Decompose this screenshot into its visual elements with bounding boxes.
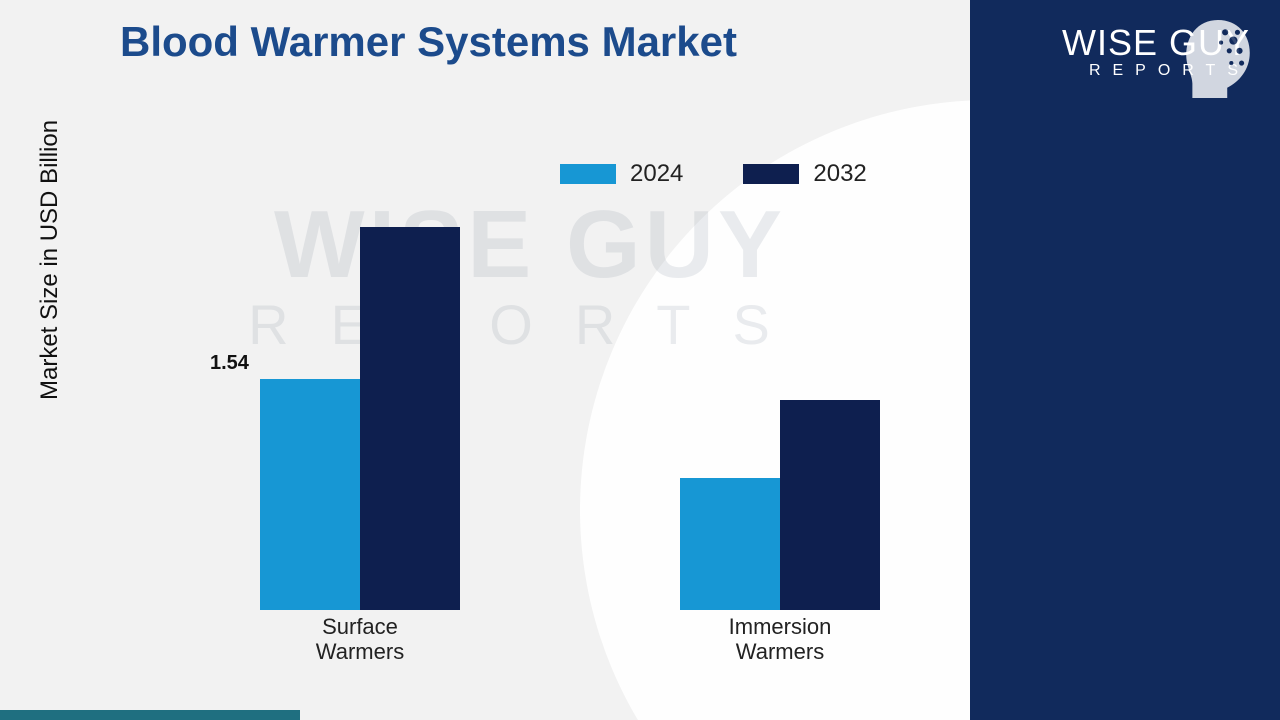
category-label: SurfaceWarmers xyxy=(260,610,460,665)
brand-head-icon xyxy=(1182,18,1254,100)
legend-label-2032: 2032 xyxy=(813,160,866,188)
bottom-accent-strip xyxy=(0,710,300,720)
bar-chart: 1.54SurfaceWarmersImmersionWarmers xyxy=(110,220,990,640)
bar-2024 xyxy=(680,478,780,610)
chart-title: Blood Warmer Systems Market xyxy=(120,18,737,66)
bar-2032 xyxy=(360,227,460,610)
legend-item-2024: 2024 xyxy=(560,160,683,188)
bar-2024 xyxy=(260,379,360,610)
y-axis-label: Market Size in USD Billion xyxy=(36,120,64,400)
brand-logo: WISE GUY REPORTS xyxy=(1062,22,1250,80)
legend-swatch-2032 xyxy=(743,164,799,184)
legend-item-2032: 2032 xyxy=(743,160,866,188)
legend-label-2024: 2024 xyxy=(630,160,683,188)
category-label: ImmersionWarmers xyxy=(680,610,880,665)
bar-pair xyxy=(260,227,460,610)
bar-value-label: 1.54 xyxy=(210,352,249,375)
right-panel xyxy=(970,0,1280,720)
bar-pair xyxy=(680,400,880,610)
bar-2032 xyxy=(780,400,880,610)
legend: 2024 2032 xyxy=(560,160,867,188)
legend-swatch-2024 xyxy=(560,164,616,184)
